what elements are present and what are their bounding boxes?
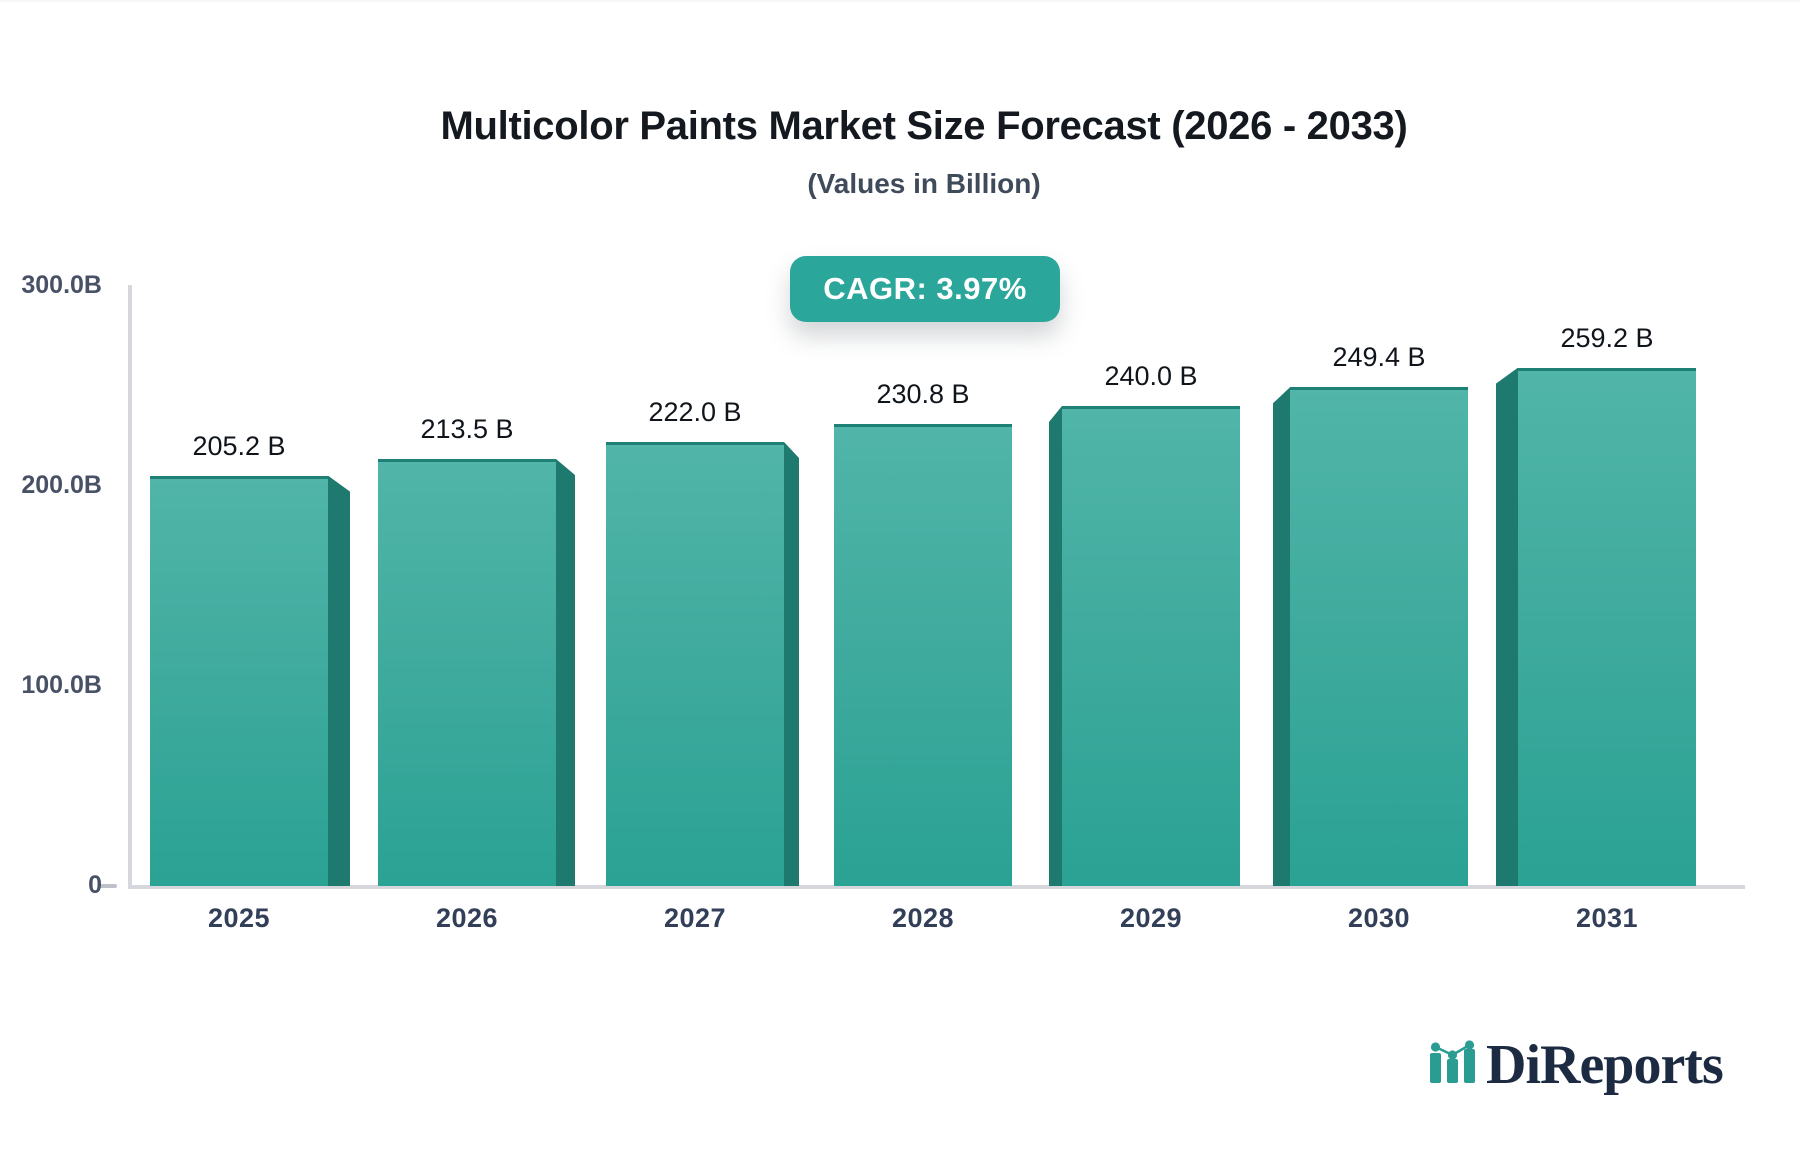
bar-2028 xyxy=(834,424,1012,886)
bar-side-face-2027 xyxy=(784,442,799,886)
bar-2031 xyxy=(1518,367,1696,886)
bar-value-label: 240.0 B xyxy=(1104,361,1198,391)
bar-side-face-2029 xyxy=(1049,406,1062,886)
x-tick-label-2031: 2031 xyxy=(1575,903,1639,933)
y-tick-label: 100.0B xyxy=(21,671,102,699)
direports-logo: DiReports xyxy=(1428,1028,1724,1096)
chart-title: Multicolor Paints Market Size Forecast (… xyxy=(440,104,1408,148)
page-top-border xyxy=(0,0,1800,2)
bar-value-label: 259.2 B xyxy=(1560,322,1654,353)
bar-value-label: 222.0 B xyxy=(648,397,742,427)
x-tick-label-2030: 2030 xyxy=(1347,903,1411,933)
bar-side-face-2026 xyxy=(556,459,575,886)
bar-side-face-2025 xyxy=(328,475,350,886)
y-tick-label: 200.0B xyxy=(21,471,102,499)
x-tick-label-2028: 2028 xyxy=(891,903,955,933)
bar-value-label: 230.8 B xyxy=(876,379,970,410)
x-tick-label-2029: 2029 xyxy=(1119,903,1183,933)
cagr-badge: CAGR: 3.97% xyxy=(790,256,1060,322)
bar-2029 xyxy=(1062,406,1240,886)
bar-side-face-2030 xyxy=(1273,387,1290,886)
bar-2027 xyxy=(606,442,784,886)
chart-subtitle: (Values in Billion) xyxy=(807,168,1041,199)
x-tick-label-2027: 2027 xyxy=(663,903,727,933)
bar-2025 xyxy=(150,475,328,886)
bar-value-label: 205.2 B xyxy=(192,430,286,461)
y-axis-line xyxy=(128,285,132,887)
y-tick-label: 0 xyxy=(88,871,102,899)
bar-value-label: 249.4 B xyxy=(1332,342,1426,373)
bar-2026 xyxy=(378,459,556,886)
x-tick-label-2025: 2025 xyxy=(207,903,271,933)
x-tick-label-2026: 2026 xyxy=(435,903,499,933)
x-axis-line xyxy=(128,885,1745,889)
mini-bar-line-chart-icon xyxy=(1430,1040,1475,1083)
bar-side-face-2031 xyxy=(1496,367,1518,886)
bar-2030 xyxy=(1290,387,1468,886)
bar-value-label: 213.5 B xyxy=(420,414,514,444)
cagr-badge-label: CAGR: 3.97% xyxy=(823,271,1027,306)
zero-tick-mark xyxy=(100,884,117,888)
y-tick-label: 300.0B xyxy=(21,271,102,299)
logo-wordmark: DiReports xyxy=(1486,1033,1724,1096)
